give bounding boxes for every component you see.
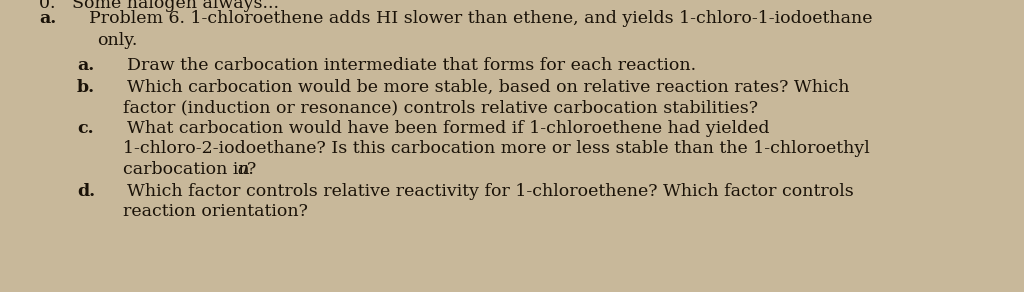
Text: a.: a. [39, 10, 56, 27]
Text: Which carbocation would be more stable, based on relative reaction rates? Which: Which carbocation would be more stable, … [116, 79, 849, 96]
Text: 0.   Some halogen always...: 0. Some halogen always... [39, 0, 279, 12]
Text: a: a [238, 161, 248, 178]
Text: d.: d. [77, 183, 95, 200]
Text: carbocation in: carbocation in [123, 161, 255, 178]
Text: b.: b. [77, 79, 95, 96]
Text: a.: a. [77, 57, 94, 74]
Text: Problem 6. 1-chloroethene adds HI slower than ethene, and yields 1-chloro-1-iodo: Problem 6. 1-chloroethene adds HI slower… [78, 10, 872, 27]
Text: ?: ? [247, 161, 256, 178]
Text: 1-chloro-2-iodoethane? Is this carbocation more or less stable than the 1-chloro: 1-chloro-2-iodoethane? Is this carbocati… [123, 140, 869, 157]
Text: What carbocation would have been formed if 1-chloroethene had yielded: What carbocation would have been formed … [116, 120, 769, 137]
Text: factor (induction or resonance) controls relative carbocation stabilities?: factor (induction or resonance) controls… [123, 99, 758, 116]
Text: Which factor controls relative reactivity for 1-chloroethene? Which factor contr: Which factor controls relative reactivit… [116, 183, 853, 200]
Text: only.: only. [97, 32, 137, 49]
Text: Draw the carbocation intermediate that forms for each reaction.: Draw the carbocation intermediate that f… [116, 57, 696, 74]
Text: c.: c. [77, 120, 93, 137]
Text: reaction orientation?: reaction orientation? [123, 203, 308, 220]
